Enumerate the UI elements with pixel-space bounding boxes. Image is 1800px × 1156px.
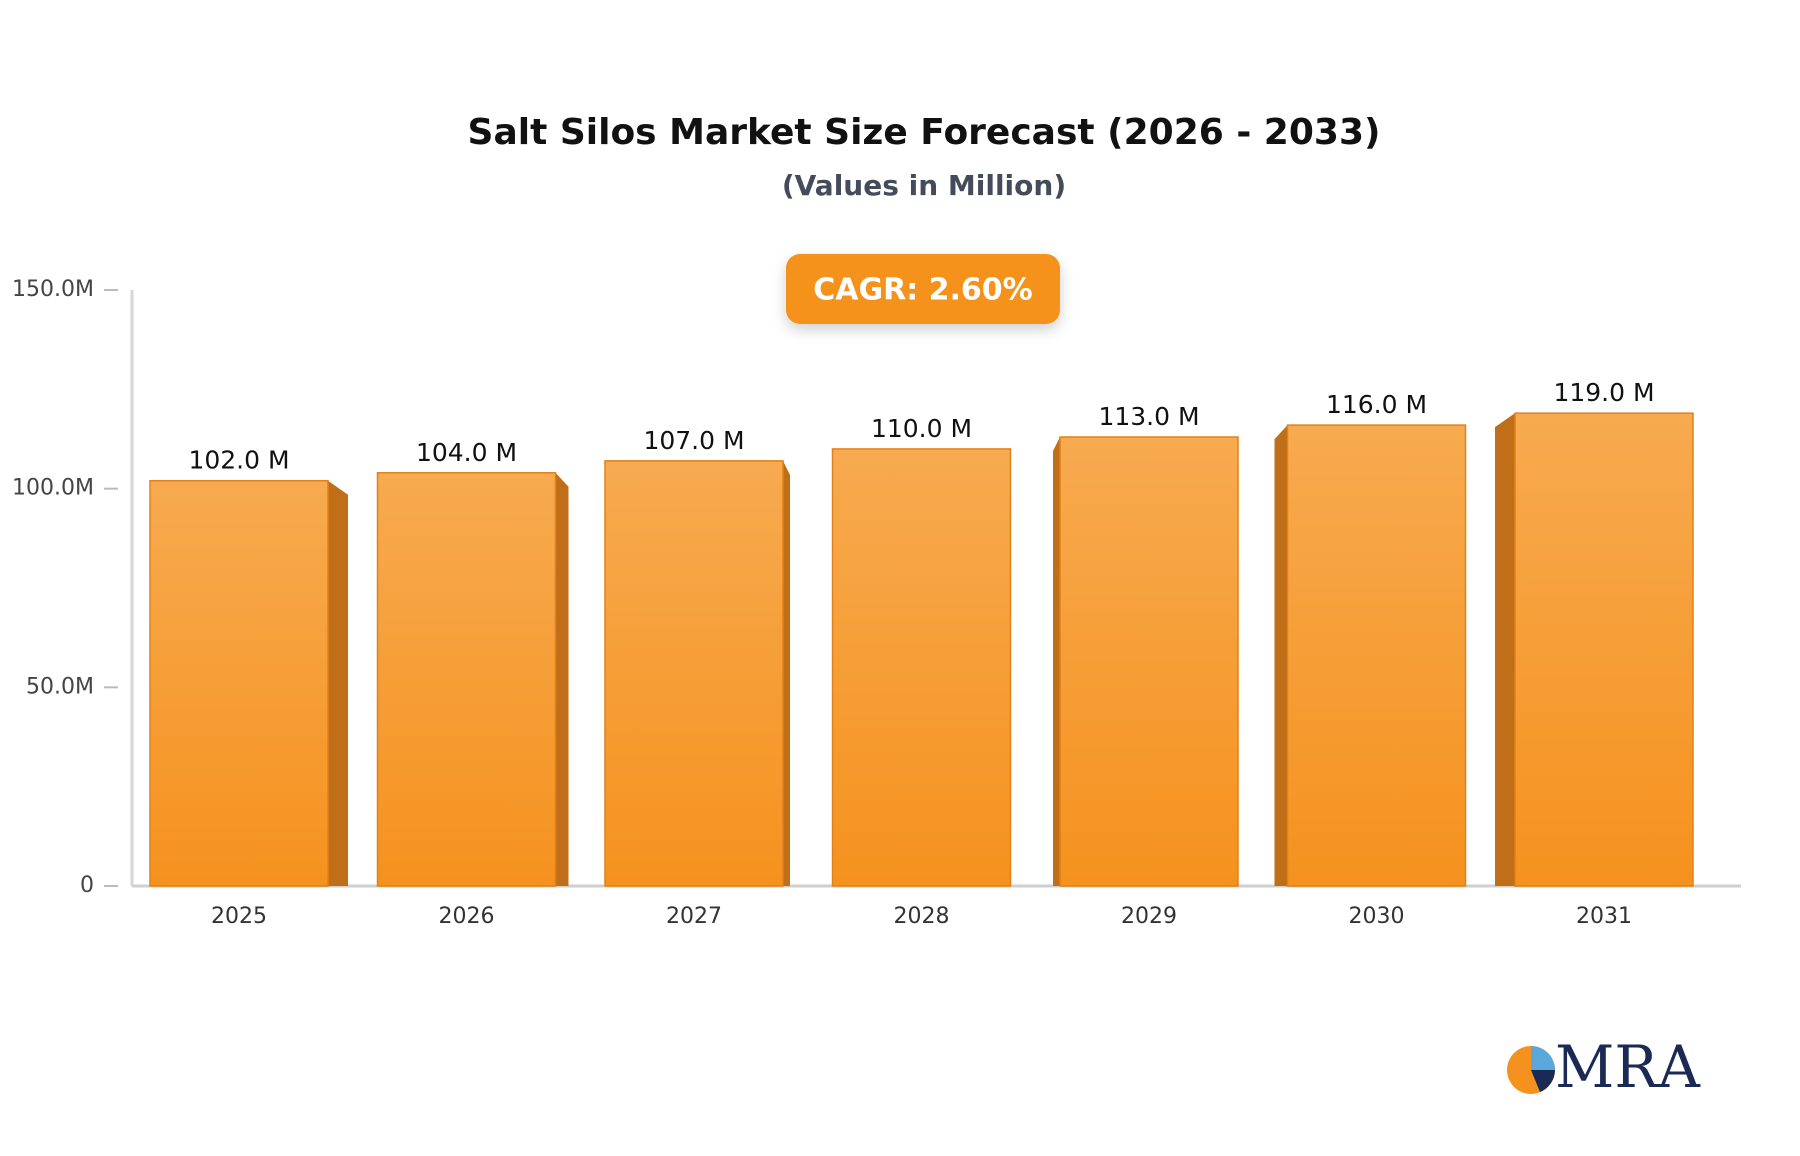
y-tick-label: 0 [80,873,94,898]
logo-slice [1531,1070,1555,1092]
bar-side [1495,413,1515,886]
value-label: 110.0 M [871,414,972,443]
bar [1059,436,1239,887]
logo-text: MRA [1555,1033,1701,1101]
bar [376,472,557,887]
value-label: 116.0 M [1326,390,1427,419]
x-tick-label: 2029 [1121,904,1177,929]
badge-box [786,254,1060,324]
y-tick-label: 150.0M [12,277,94,302]
x-tick-label: 2025 [211,904,267,929]
bar [1286,424,1467,887]
value-label: 104.0 M [416,438,517,467]
y-tick-label: 100.0M [12,476,94,501]
value-label: 113.0 M [1098,402,1199,431]
x-tick-label: 2026 [439,904,495,929]
bar-side [1053,437,1060,886]
chart-title: Salt Silos Market Size Forecast (2026 - … [468,112,1381,153]
bar [149,479,329,887]
x-tick-label: 2028 [894,904,950,929]
value-label: 107.0 M [643,426,744,455]
value-label: 102.0 M [188,446,289,475]
y-tick-label: 50.0M [26,674,94,699]
bar-side [555,472,569,886]
bar [1514,412,1694,887]
bar-side [328,480,348,886]
x-tick-label: 2027 [666,904,722,929]
cagr-badge [786,254,1060,324]
cagr-label: CAGR: 2.60% [813,273,1032,308]
logo-slice [1531,1046,1555,1070]
bar [831,448,1012,887]
logo: MRA [1507,1033,1701,1101]
bar [604,460,784,887]
bar-side [783,460,790,886]
bar-side [1274,425,1288,886]
chart-subtitle: (Values in Million) [782,169,1066,202]
x-tick-label: 2030 [1349,904,1405,929]
x-tick-label: 2031 [1576,904,1632,929]
value-label: 119.0 M [1553,378,1654,407]
